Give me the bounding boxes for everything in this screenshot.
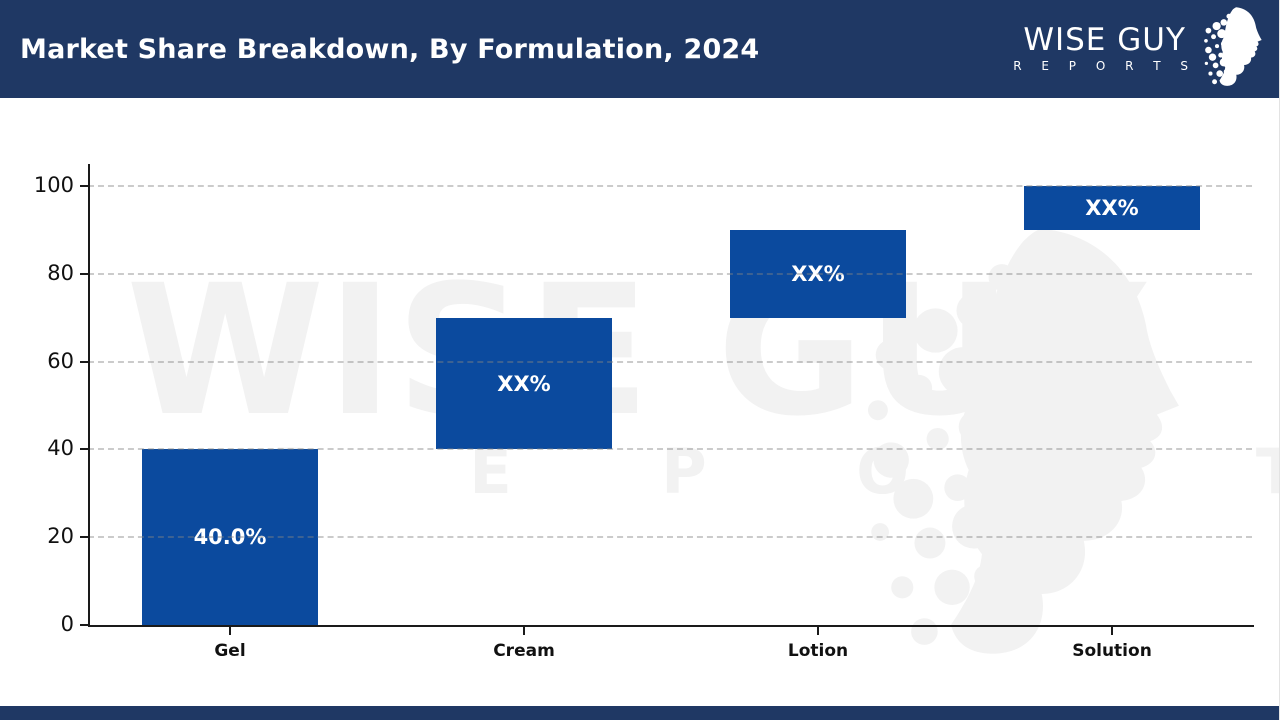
- category-label-cream: Cream: [493, 641, 555, 661]
- bar-value-label-gel: 40.0%: [193, 525, 267, 550]
- y-axis-tick: [80, 448, 88, 451]
- bar-value-label-solution: XX%: [1085, 195, 1139, 220]
- category-label-gel: Gel: [214, 641, 246, 661]
- bar-value-label-cream: XX%: [497, 371, 551, 396]
- x-axis-spine: [88, 625, 1254, 627]
- y-tick-label: 60: [47, 348, 74, 373]
- header-bar: Market Share Breakdown, By Formulation, …: [0, 0, 1279, 98]
- logo-wiseguy-text: WISE GUY: [1023, 22, 1186, 58]
- x-axis-tick: [1111, 627, 1113, 635]
- y-tick-label: 40: [47, 436, 74, 461]
- category-label-lotion: Lotion: [787, 641, 849, 661]
- x-axis-tick: [817, 627, 819, 635]
- bar-lotion: XX%: [730, 229, 906, 318]
- logo-wordmark: WISE GUY R E P O R T S: [1013, 22, 1196, 74]
- x-axis-tick: [229, 627, 231, 635]
- bar-solution: XX%: [1024, 186, 1200, 230]
- plot-area: 0 20 40 60 80 100 40.0% Gel XX% Cream XX% Lotion XX%…: [0, 98, 1279, 706]
- y-tick-label: 20: [47, 524, 74, 549]
- page-title: Market Share Breakdown, By Formulation, …: [20, 33, 760, 65]
- y-tick-label: 0: [60, 612, 74, 636]
- gridline-100: [88, 185, 1252, 187]
- bar-cream: XX%: [436, 317, 612, 450]
- logo-reports-text: R E P O R T S: [1013, 59, 1196, 73]
- y-axis-tick: [80, 360, 88, 363]
- y-axis-tick: [80, 536, 88, 539]
- gridline-40: [88, 448, 1252, 451]
- y-axis-tick: [80, 624, 88, 626]
- category-label-solution: Solution: [1072, 641, 1152, 661]
- footer-bar: [0, 706, 1279, 720]
- y-axis-tick: [80, 272, 88, 275]
- watermark-face-icon: [858, 222, 1190, 687]
- gridline-60: [88, 360, 1252, 363]
- logo-face-icon: [1200, 6, 1266, 92]
- gridline-20: [88, 536, 1252, 539]
- x-axis-tick: [523, 627, 525, 635]
- y-axis-tick: [80, 185, 88, 187]
- bar-value-label-lotion: XX%: [791, 261, 845, 286]
- brand-logo: WISE GUY R E P O R T S: [1013, 0, 1266, 98]
- gridline-80: [88, 272, 1252, 275]
- y-axis-spine: [88, 164, 90, 625]
- bar-gel: 40.0%: [142, 449, 318, 625]
- y-tick-label: 100: [33, 173, 74, 197]
- y-tick-label: 80: [47, 260, 74, 285]
